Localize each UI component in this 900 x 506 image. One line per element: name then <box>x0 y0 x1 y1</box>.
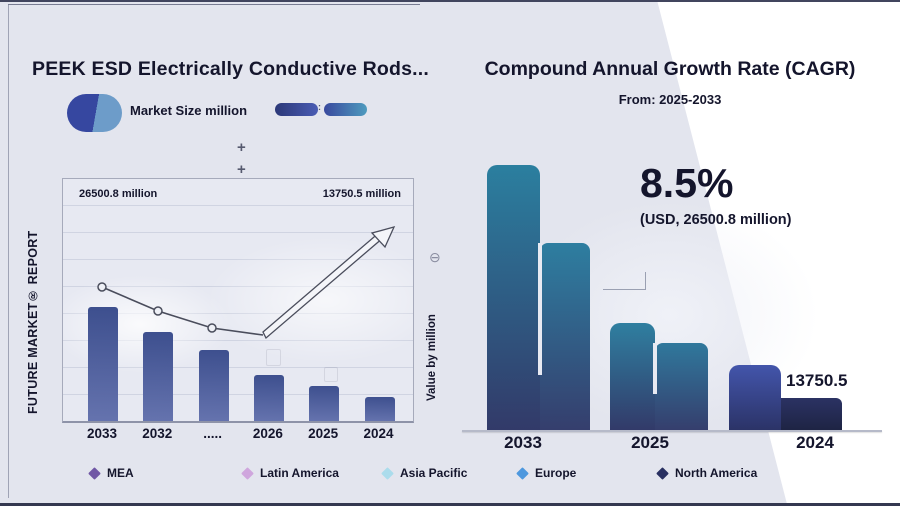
frame-left-border <box>8 4 9 498</box>
x-tick-label: 2024 <box>363 426 394 441</box>
ratio-separator: : <box>318 102 321 112</box>
page-title: PEEK ESD Electrically Conductive Rods... <box>32 58 430 80</box>
market-bar-..... <box>198 350 229 421</box>
diamond-icon <box>381 466 394 480</box>
diamond-icon <box>241 466 254 480</box>
y-axis-label: Value by million <box>426 314 438 402</box>
market-chart-x-axis: 2033 2032..... 2026 2025 2024 <box>62 426 412 444</box>
market-bar-2024 <box>364 397 395 421</box>
market-bar-2026 <box>253 375 284 421</box>
cagr-usd-detail: (USD, 26500.8 million) <box>640 212 792 228</box>
legend-label: Europe <box>535 466 577 480</box>
ratio-pill-right-icon <box>324 103 367 116</box>
market-bar-2032 <box>143 332 174 421</box>
document-icon <box>266 349 281 366</box>
plus-mark-icon: + <box>237 139 246 156</box>
legend-item-latin-america: Latin America <box>241 466 339 480</box>
market-bars <box>63 179 413 421</box>
document-icon <box>324 367 338 382</box>
frame-top-border <box>0 0 900 2</box>
legend-label: North America <box>675 466 758 480</box>
market-bar-2025 <box>309 386 340 421</box>
legend-item-europe: Europe <box>516 466 577 480</box>
x-tick-label: 2025 <box>631 433 669 452</box>
corner-bracket <box>603 272 646 290</box>
background-blob <box>520 200 820 430</box>
plus-mark-icon: + <box>237 161 246 178</box>
x-tick-label: ..... <box>203 426 222 441</box>
legend-item-north-america: North America <box>656 466 758 480</box>
diamond-icon <box>88 466 101 480</box>
legend-item-asia-pacific: Asia Pacific <box>381 466 468 480</box>
frame-bottom-border <box>0 503 900 506</box>
cagr-axis-line <box>462 430 882 432</box>
zoom-out-icon: ⊖ <box>429 249 441 265</box>
ratio-pill-left-icon <box>275 103 318 116</box>
x-tick-label: 2033 <box>86 426 118 441</box>
market-size-chart: 26500.8 million 13750.5 million <box>62 178 414 423</box>
legend-label: Latin America <box>260 466 339 480</box>
legend-label: MEA <box>107 466 134 480</box>
diamond-icon <box>516 466 529 480</box>
chart-end-value: 13750.5 million <box>322 188 401 200</box>
callout-value: 13750.5 <box>786 371 848 390</box>
x-tick-label: 2033 <box>504 433 542 452</box>
x-tick-label: 2025 <box>308 426 339 441</box>
diamond-icon <box>656 466 669 480</box>
trend-line-and-arrow <box>97 226 396 340</box>
legend-item-mea: MEA <box>88 466 134 480</box>
legend-label: Asia Pacific <box>400 466 468 480</box>
market-size-icon <box>67 94 122 132</box>
market-size-label: Market Size million <box>130 103 248 118</box>
cagr-title: Compound Annual Growth Rate (CAGR) <box>484 58 856 80</box>
frame-inner-top-border <box>8 4 420 5</box>
cagr-percentage: 8.5% <box>640 160 734 206</box>
watermark-vertical: FUTURE MARKET® REPORT <box>26 230 40 415</box>
market-bar-2033 <box>88 307 118 421</box>
chart-start-value: 26500.8 million <box>79 188 158 200</box>
cagr-subtitle: From: 2025-2033 <box>618 92 722 107</box>
x-tick-label: 2026 <box>252 426 283 441</box>
x-tick-label: 2032 <box>142 426 173 441</box>
